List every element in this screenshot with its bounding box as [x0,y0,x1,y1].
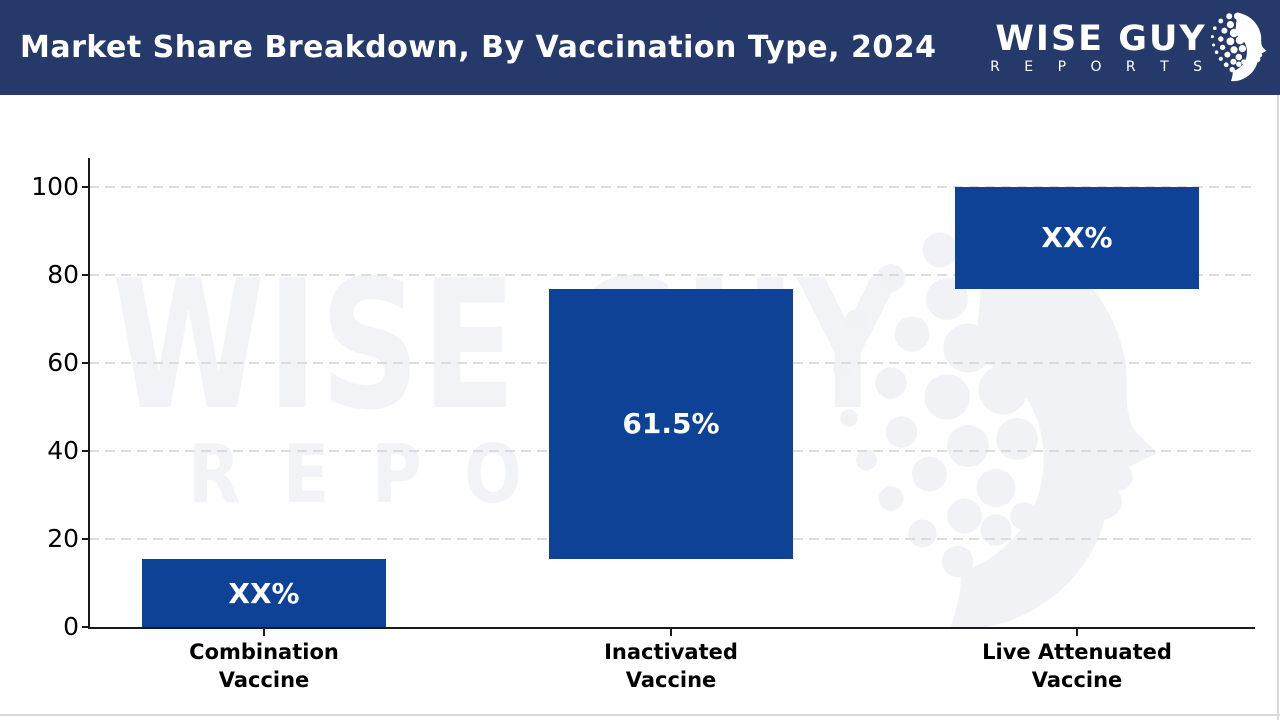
y-axis-spine [88,158,90,629]
page-border-right [1277,95,1279,720]
bar-value-label: 61.5% [622,407,720,441]
logo-face-icon [1210,12,1267,82]
x-axis-category-label: Combination Vaccine [189,640,339,693]
y-axis-tick-label: 0 [63,612,79,641]
y-axis-tick-label: 80 [47,260,79,289]
bar-value-label: XX% [228,576,300,610]
y-axis-tick-label: 40 [47,436,79,465]
logo-text: WISE GUY R E P O R T S [990,21,1212,75]
y-axis-tick-mark [82,186,89,188]
x-axis-tick-mark [670,629,672,636]
bar-2: 61.5% [549,288,793,560]
x-axis-spine [88,627,1255,629]
y-axis-tick-label: 60 [47,348,79,377]
x-axis-category-label: Inactivated Vaccine [604,640,738,693]
bar-value-label: XX% [1041,221,1113,255]
y-axis-tick-mark [82,538,89,540]
gridline [89,274,1255,276]
x-axis-tick-mark [1076,629,1078,636]
y-axis-tick-label: 20 [47,524,79,553]
y-axis-tick-mark [82,362,89,364]
chart-title: Market Share Breakdown, By Vaccination T… [20,30,937,65]
logo-subtitle: R E P O R T S [990,58,1212,75]
y-axis-tick-mark [82,450,89,452]
header-bar: Market Share Breakdown, By Vaccination T… [0,0,1280,95]
y-axis-tick-mark [82,626,89,628]
bar-1: XX% [142,559,386,627]
wiseguy-logo: WISE GUY R E P O R T S [990,4,1270,92]
gridline [89,186,1255,188]
bar-3: XX% [955,187,1199,289]
x-axis-tick-mark [263,629,265,636]
logo-wordmark: WISE GUY [995,19,1207,60]
y-axis-tick-mark [82,274,89,276]
page-border-bottom [0,714,1280,716]
y-axis-tick-label: 100 [31,172,79,201]
x-axis-category-label: Live Attenuated Vaccine [982,640,1172,693]
